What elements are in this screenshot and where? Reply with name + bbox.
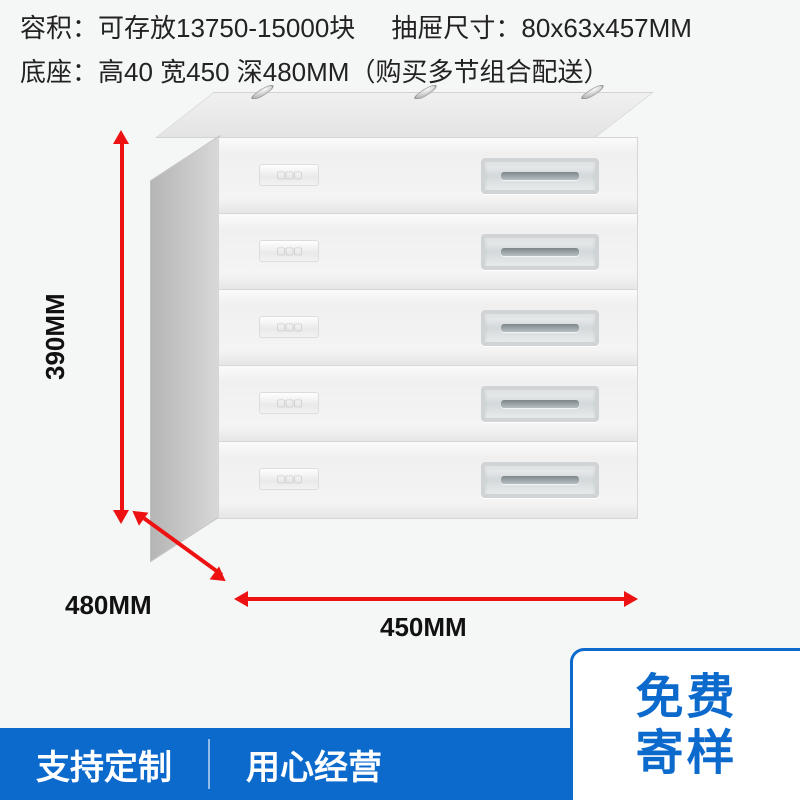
free-sample-cta[interactable]: 免费 寄样 bbox=[570, 648, 800, 800]
cabinet-illustration: ▢▢▢ ▢▢▢ ▢▢▢ ▢▢▢ ▢▢▢ bbox=[205, 125, 645, 555]
drawer-handle-icon bbox=[481, 462, 599, 498]
width-dimension-label: 450MM bbox=[380, 612, 467, 643]
drawer-emblem-icon: ▢▢▢ bbox=[259, 468, 319, 490]
capacity-value: 可存放13750-15000块 bbox=[98, 13, 355, 43]
depth-dimension-label: 480MM bbox=[65, 590, 152, 621]
drawer-handle-icon bbox=[481, 234, 599, 270]
base-size-label: 底座： bbox=[20, 57, 98, 87]
arrow-head-icon bbox=[128, 504, 149, 525]
drawer-emblem-icon: ▢▢▢ bbox=[259, 392, 319, 414]
arrow-head-icon bbox=[234, 591, 248, 607]
product-infographic: 容积：可存放13750-15000块 抽屉尺寸：80x63x457MM 底座：高… bbox=[0, 0, 800, 800]
spec-line-1: 容积：可存放13750-15000块 抽屉尺寸：80x63x457MM bbox=[20, 6, 780, 50]
drawer-row: ▢▢▢ bbox=[219, 366, 637, 442]
drawer-size-label: 抽屉尺寸： bbox=[391, 13, 521, 43]
drawer-handle-icon bbox=[481, 310, 599, 346]
drawer-emblem-icon: ▢▢▢ bbox=[259, 240, 319, 262]
drawer-row: ▢▢▢ bbox=[219, 214, 637, 290]
arrow-head-icon bbox=[113, 130, 129, 144]
drawer-row: ▢▢▢ bbox=[219, 442, 637, 518]
cta-line-2: 寄样 bbox=[635, 726, 737, 781]
height-dimension-label: 390MM bbox=[40, 293, 71, 380]
drawer-handle-icon bbox=[481, 386, 599, 422]
base-size-value: 高40 宽450 深480MM（购买多节组合配送） bbox=[98, 57, 609, 87]
arrow-head-icon bbox=[624, 591, 638, 607]
banner-slot-1: 支持定制 bbox=[0, 740, 208, 789]
drawer-row: ▢▢▢ bbox=[219, 290, 637, 366]
banner-slot-2: 用心经营 bbox=[210, 740, 418, 789]
drawer-handle-icon bbox=[481, 158, 599, 194]
spec-line-2: 底座：高40 宽450 深480MM（购买多节组合配送） bbox=[20, 50, 780, 94]
height-arrow-line bbox=[120, 142, 124, 512]
width-arrow-line bbox=[246, 597, 626, 601]
drawer-size-value: 80x63x457MM bbox=[521, 13, 692, 43]
cabinet-top-face bbox=[155, 92, 654, 138]
drawer-row: ▢▢▢ bbox=[219, 138, 637, 214]
drawer-emblem-icon: ▢▢▢ bbox=[259, 316, 319, 338]
drawer-emblem-icon: ▢▢▢ bbox=[259, 164, 319, 186]
cabinet-side-face bbox=[150, 135, 220, 562]
cabinet-front-face: ▢▢▢ ▢▢▢ ▢▢▢ ▢▢▢ ▢▢▢ bbox=[218, 137, 638, 519]
capacity-label: 容积： bbox=[20, 13, 98, 43]
cta-line-1: 免费 bbox=[635, 670, 737, 725]
